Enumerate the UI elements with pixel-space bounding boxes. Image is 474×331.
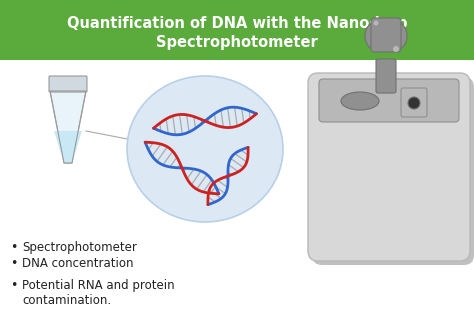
Text: Potential RNA and protein
contamination.: Potential RNA and protein contamination.: [22, 279, 174, 307]
Ellipse shape: [365, 22, 387, 50]
Text: Spectrophotometer: Spectrophotometer: [22, 241, 137, 254]
FancyBboxPatch shape: [0, 0, 474, 60]
Text: •: •: [10, 241, 18, 254]
FancyBboxPatch shape: [49, 76, 87, 92]
FancyBboxPatch shape: [376, 59, 396, 93]
Text: DNA concentration: DNA concentration: [22, 257, 134, 270]
Ellipse shape: [385, 22, 407, 50]
Ellipse shape: [341, 92, 379, 110]
Ellipse shape: [393, 46, 399, 52]
Text: •: •: [10, 279, 18, 292]
Polygon shape: [54, 131, 82, 163]
Text: Quantification of DNA with the Nanodrop: Quantification of DNA with the Nanodrop: [67, 16, 407, 30]
FancyBboxPatch shape: [312, 77, 474, 265]
Ellipse shape: [127, 76, 283, 222]
Text: •: •: [10, 257, 18, 270]
Ellipse shape: [374, 21, 379, 25]
Text: Spectrophotometer: Spectrophotometer: [156, 34, 318, 50]
Ellipse shape: [408, 97, 420, 109]
FancyBboxPatch shape: [401, 88, 427, 117]
FancyBboxPatch shape: [308, 73, 470, 261]
Polygon shape: [50, 91, 86, 163]
FancyBboxPatch shape: [319, 79, 459, 122]
FancyBboxPatch shape: [371, 18, 401, 52]
